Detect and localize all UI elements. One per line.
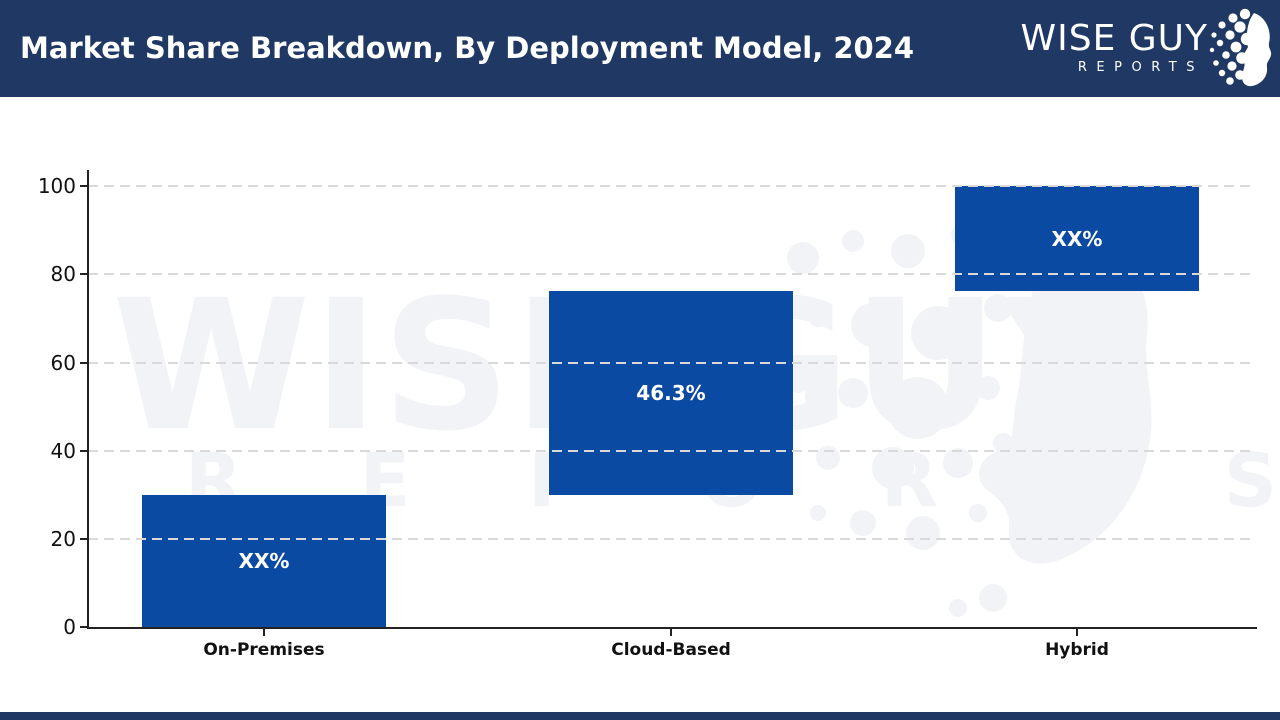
- bar-hybrid: XX%: [955, 186, 1199, 291]
- gridline-y-60: [88, 361, 1256, 364]
- bar-value-label: 46.3%: [636, 380, 706, 405]
- y-axis-tick-label: 60: [50, 350, 76, 375]
- x-axis-category-label: On-Premises: [203, 640, 325, 660]
- y-axis-tick: [80, 361, 87, 364]
- y-axis-line: [87, 170, 89, 629]
- x-axis-tick: [263, 629, 265, 636]
- y-axis-tick-label: 20: [50, 526, 76, 551]
- gridline-y-80: [88, 273, 1256, 276]
- header-banner: Market Share Breakdown, By Deployment Mo…: [0, 0, 1280, 97]
- plot-area: XX% 46.3% XX% 0 20 40 60 80 100 On-Premises Cloud-…: [0, 97, 1280, 712]
- wise-guy-reports-logo: WISE GUY REPORTS: [1021, 0, 1280, 97]
- x-axis-category-label: Cloud-Based: [611, 640, 731, 660]
- bar-on-premises: XX%: [142, 494, 386, 627]
- logo-face-icon: [1209, 8, 1272, 87]
- y-axis-tick-label: 0: [63, 615, 76, 639]
- y-axis-tick: [80, 626, 87, 628]
- x-axis-line: [87, 627, 1257, 629]
- y-axis-tick: [80, 185, 87, 188]
- gridline-y-100: [88, 185, 1256, 188]
- bar-cloud-based: 46.3%: [549, 290, 793, 495]
- bar-value-label: XX%: [1051, 226, 1103, 251]
- x-axis-tick: [670, 629, 672, 636]
- y-axis-tick: [80, 449, 87, 452]
- gridline-y-40: [88, 449, 1256, 452]
- chart-title: Market Share Breakdown, By Deployment Mo…: [20, 31, 915, 65]
- y-axis-tick-label: 40: [50, 438, 76, 463]
- y-axis-tick-label: 80: [50, 262, 76, 287]
- bar-value-label: XX%: [238, 548, 290, 573]
- logo-wordmark: WISE GUY: [1020, 18, 1208, 59]
- x-axis-category-label: Hybrid: [1045, 640, 1109, 660]
- logo-subtitle: REPORTS: [1077, 60, 1204, 75]
- y-axis-tick: [80, 273, 87, 276]
- gridline-y-20: [88, 537, 1256, 540]
- y-axis-tick: [80, 537, 87, 540]
- y-axis-tick-label: 100: [37, 174, 76, 199]
- footer-bar: [0, 712, 1280, 720]
- x-axis-tick: [1076, 629, 1078, 636]
